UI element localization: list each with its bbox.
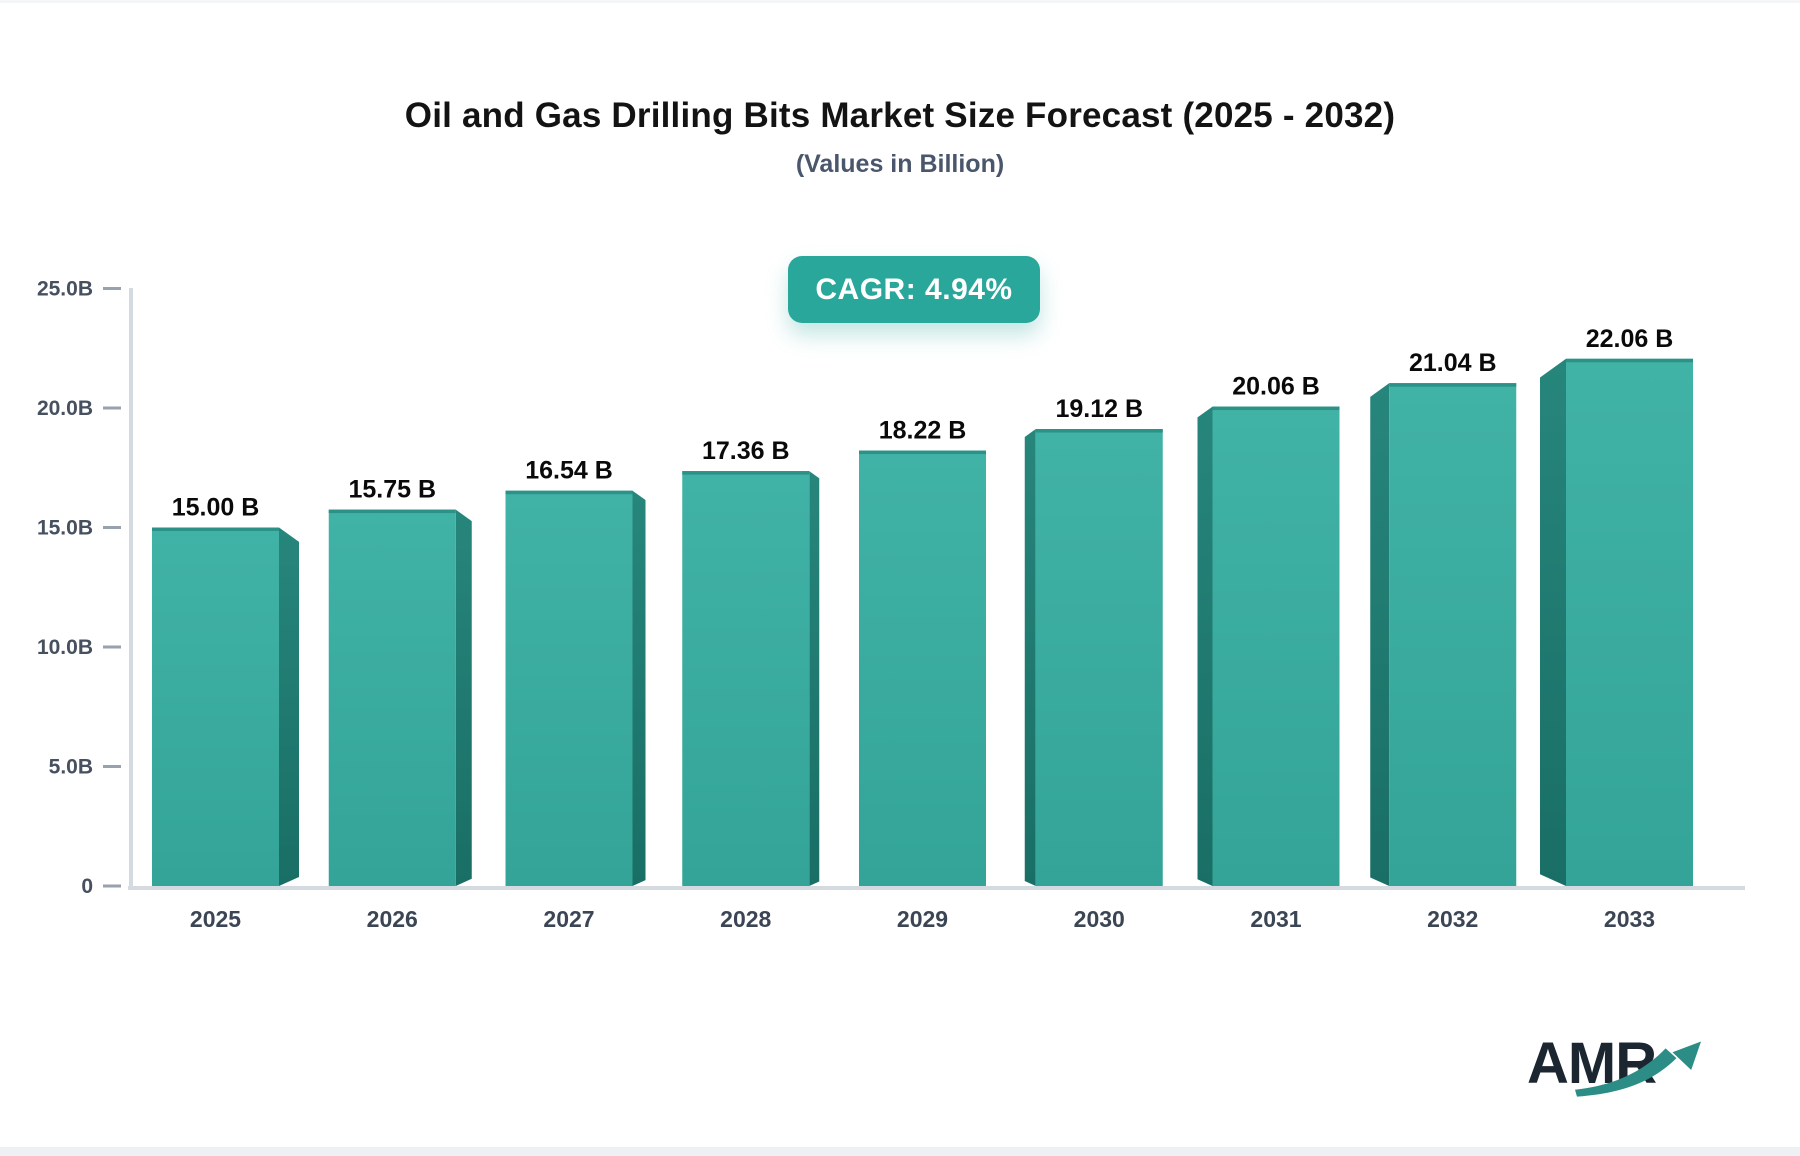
bar-2030 — [1035, 429, 1163, 886]
value-label-2032: 21.04 B — [1409, 349, 1497, 377]
value-label-2033: 22.06 B — [1586, 325, 1674, 353]
year-label-2028: 2028 — [720, 906, 771, 932]
value-label-2029: 18.22 B — [879, 417, 967, 445]
top-edge-divider — [0, 0, 1800, 3]
bar-2033 — [1566, 358, 1693, 886]
bar-top-edge-2025 — [152, 527, 279, 531]
y-tick-label: 25.0B — [37, 278, 93, 301]
y-tick-label: 5.0B — [49, 756, 93, 779]
bar-side-2026 — [455, 509, 472, 886]
bar-2032 — [1389, 383, 1517, 886]
year-label-2025: 2025 — [190, 906, 241, 932]
amr-logo: AMR — [1527, 1034, 1712, 1109]
y-tick-label: 20.0B — [37, 397, 93, 420]
bottom-edge-strip — [0, 1147, 1800, 1156]
bar-top-edge-2028 — [682, 471, 810, 475]
bar-side-2027 — [632, 490, 646, 886]
year-label-2029: 2029 — [897, 906, 948, 932]
bar-2026 — [328, 509, 456, 886]
bar-top-edge-2027 — [505, 490, 633, 495]
bar-side-2032 — [1370, 383, 1390, 886]
bar-side-2028 — [809, 471, 820, 886]
value-label-2027: 16.54 B — [525, 457, 613, 485]
value-label-2025: 15.00 B — [172, 494, 260, 522]
bar-2025 — [152, 527, 279, 886]
bar-top-edge-2026 — [328, 509, 456, 514]
year-label-2033: 2033 — [1604, 906, 1655, 932]
chart-header: Oil and Gas Drilling Bits Market Size Fo… — [0, 94, 1800, 179]
bar-2029 — [859, 450, 986, 886]
logo-trend-arrow-icon — [1575, 1041, 1702, 1097]
value-label-2030: 19.12 B — [1055, 395, 1143, 423]
value-label-2028: 17.36 B — [702, 437, 790, 465]
bar-2027 — [505, 490, 633, 886]
y-tick-label: 0 — [81, 875, 93, 898]
bar-side-2025 — [279, 527, 299, 886]
bar-2031 — [1212, 406, 1340, 886]
bar-top-edge-2033 — [1566, 358, 1693, 363]
y-tick-label: 15.0B — [37, 517, 93, 540]
year-label-2031: 2031 — [1250, 906, 1301, 932]
value-label-2026: 15.75 B — [348, 476, 436, 504]
year-label-2030: 2030 — [1074, 906, 1125, 932]
year-label-2032: 2032 — [1427, 906, 1478, 932]
chart-subtitle: (Values in Billion) — [795, 150, 1005, 178]
chart-title: Oil and Gas Drilling Bits Market Size Fo… — [404, 96, 1396, 135]
year-label-2026: 2026 — [367, 906, 418, 932]
bar-top-edge-2031 — [1212, 406, 1340, 411]
value-label-2031: 20.06 B — [1232, 373, 1320, 401]
bar-side-2033 — [1540, 358, 1566, 886]
bar-side-2030 — [1024, 429, 1036, 886]
bar-side-2031 — [1197, 406, 1213, 886]
cagr-badge: CAGR: 4.94% — [788, 256, 1040, 323]
bar-top-edge-2030 — [1035, 429, 1163, 433]
bar-top-edge-2029 — [859, 450, 986, 455]
bar-top-edge-2032 — [1389, 383, 1517, 387]
year-label-2027: 2027 — [543, 906, 594, 932]
bar-2028 — [682, 471, 810, 886]
y-tick-label: 10.0B — [37, 636, 93, 659]
